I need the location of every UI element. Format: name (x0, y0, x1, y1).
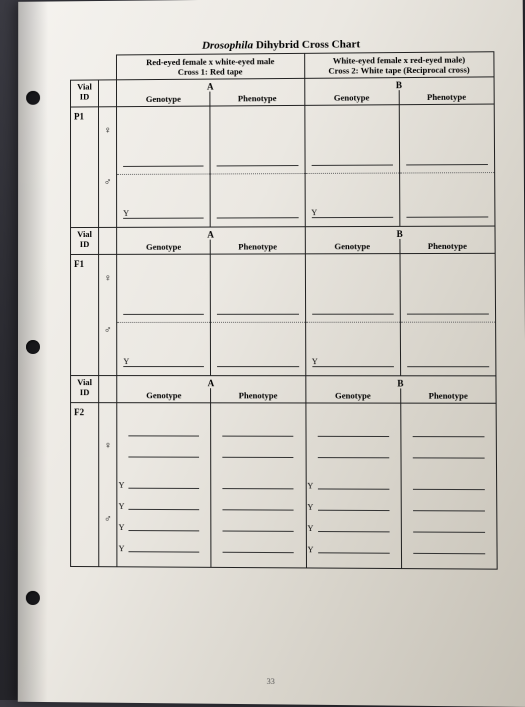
phenotype-header: Phenotype (400, 239, 495, 254)
f1-a-genotype-male: Y (117, 323, 211, 376)
section-b-label: B (305, 376, 496, 389)
phenotype-header: Phenotype (211, 240, 305, 255)
p1-a-phenotype-male (210, 174, 304, 227)
f2-b-genotype-male: Y Y Y Y (306, 473, 402, 569)
page-shadow (18, 2, 48, 703)
generation-f1: F1 (71, 255, 99, 272)
cross-2-header: White-eyed female x red-eyed male) Cross… (304, 52, 494, 79)
genotype-header: Genotype (305, 389, 400, 404)
vial-id-header: VialID (71, 80, 99, 107)
section-a-label: A (117, 376, 306, 389)
f2-a-phenotype-female (211, 420, 306, 473)
title-text: Dihybrid Cross Chart (253, 38, 360, 51)
f1-b-genotype-female (305, 271, 400, 324)
female-symbol: ♀ (99, 124, 117, 176)
vial-id-header: VialID (71, 376, 99, 403)
p1-b-phenotype-female (399, 121, 495, 174)
title-italic: Drosophila (202, 39, 253, 51)
f1-a-genotype-female (117, 271, 211, 323)
genotype-header: Genotype (305, 239, 400, 254)
male-symbol: ♂ (99, 323, 117, 376)
f2-b-phenotype-female (401, 420, 497, 473)
male-symbol: ♂ (99, 472, 117, 567)
female-symbol: ♀ (99, 420, 117, 472)
p1-a-genotype-male: Y (117, 175, 211, 228)
p1-b-phenotype-male (399, 173, 495, 226)
phenotype-header: Phenotype (211, 389, 306, 404)
f1-a-phenotype-male (211, 323, 306, 376)
section-b-label: B (305, 226, 495, 239)
worksheet-paper: Drosophila Dihybrid Cross Chart Red-eyed… (18, 0, 525, 707)
phenotype-header: Phenotype (400, 389, 496, 404)
male-symbol: ♂ (99, 175, 117, 227)
f2-a-genotype-male: Y Y Y Y (117, 472, 211, 568)
genotype-header: Genotype (304, 91, 399, 106)
genotype-header: Genotype (117, 389, 211, 404)
f1-b-phenotype-female (400, 270, 496, 323)
f1-b-phenotype-male (400, 323, 496, 376)
f2-b-genotype-female (305, 420, 400, 473)
generation-f2: F2 (71, 403, 99, 420)
vial-id-header: VialID (71, 228, 99, 255)
p1-a-genotype-female (117, 123, 211, 175)
f1-a-phenotype-female (211, 271, 306, 323)
generation-p1: P1 (71, 107, 99, 124)
f2-b-phenotype-male (401, 473, 497, 570)
female-symbol: ♀ (99, 271, 117, 323)
f2-a-phenotype-male (211, 472, 306, 568)
section-a-label: A (117, 227, 305, 240)
dihybrid-cross-table: Red-eyed female x white-eyed male Cross … (70, 51, 498, 570)
f2-a-genotype-female (117, 420, 211, 473)
phenotype-header: Phenotype (210, 91, 304, 106)
page-number: 33 (267, 677, 275, 686)
p1-b-genotype-male: Y (305, 174, 400, 227)
p1-b-genotype-female (304, 122, 399, 175)
cross-1-header: Red-eyed female x white-eyed male Cross … (117, 53, 305, 80)
genotype-header: Genotype (117, 92, 211, 107)
chart-title: Drosophila Dihybrid Cross Chart (70, 37, 494, 53)
p1-a-phenotype-female (210, 122, 304, 175)
genotype-header: Genotype (117, 240, 211, 255)
chart-content: Drosophila Dihybrid Cross Chart Red-eyed… (70, 37, 498, 570)
phenotype-header: Phenotype (399, 90, 494, 105)
f1-b-genotype-male: Y (305, 323, 400, 376)
